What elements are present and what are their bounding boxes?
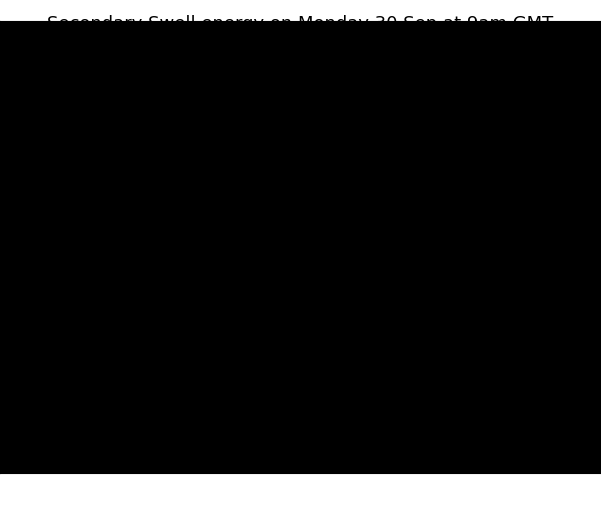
Text: Secondary Swell energy on Monday 30 Sep at 9am GMT: Secondary Swell energy on Monday 30 Sep … bbox=[47, 15, 554, 33]
Text: Arrows show the wind wave direction: Arrows show the wind wave direction bbox=[171, 46, 430, 60]
